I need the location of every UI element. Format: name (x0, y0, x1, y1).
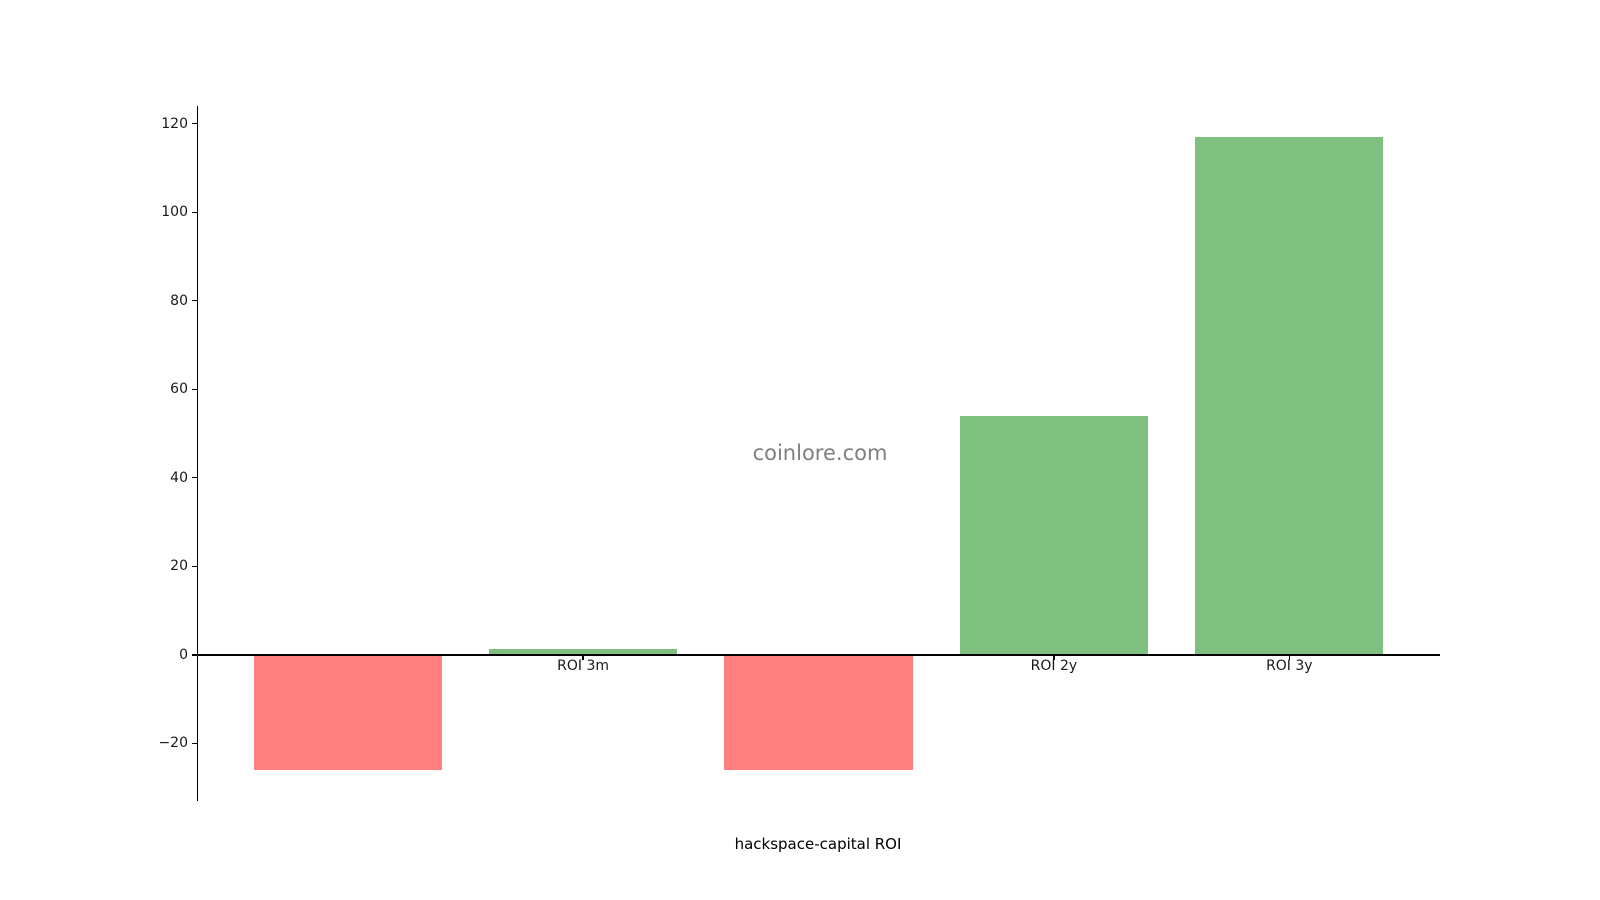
y-tick-mark (192, 388, 197, 390)
y-tick-label: −20 (158, 735, 188, 752)
y-tick-mark (192, 300, 197, 302)
y-tick-mark (192, 123, 197, 125)
x-axis-line (197, 654, 1440, 656)
y-tick-mark (192, 211, 197, 213)
y-tick-mark (192, 654, 197, 656)
y-tick-label: 100 (161, 204, 188, 221)
chart-title: hackspace-capital ROI (734, 835, 902, 853)
watermark: coinlore.com (752, 441, 888, 465)
y-tick-label: 40 (170, 469, 188, 486)
bar-roi-3y (1195, 136, 1384, 655)
y-tick-label: 0 (179, 646, 188, 663)
y-tick-label: 80 (170, 292, 188, 309)
y-axis-spine (197, 106, 199, 801)
bar-unlabeled-0 (253, 654, 442, 770)
x-tick-label-roi-3m: ROI 3m (557, 657, 610, 674)
y-tick-mark (192, 565, 197, 568)
y-tick-label: 20 (170, 558, 188, 575)
y-tick-label: 60 (170, 381, 188, 398)
bar-roi-3m (488, 648, 678, 655)
x-tick-mark (1053, 654, 1055, 660)
bar-roi-2y (959, 415, 1149, 655)
y-tick-mark (192, 742, 197, 745)
x-tick-mark (582, 654, 584, 660)
x-tick-mark (1288, 654, 1290, 660)
x-tick-label-roi-2y: ROI 2y (1030, 657, 1078, 674)
y-tick-mark (192, 477, 197, 479)
bar-unlabeled-2 (724, 654, 913, 770)
x-tick-label-roi-3y: ROI 3y (1266, 657, 1313, 674)
y-tick-label: 120 (161, 115, 188, 132)
